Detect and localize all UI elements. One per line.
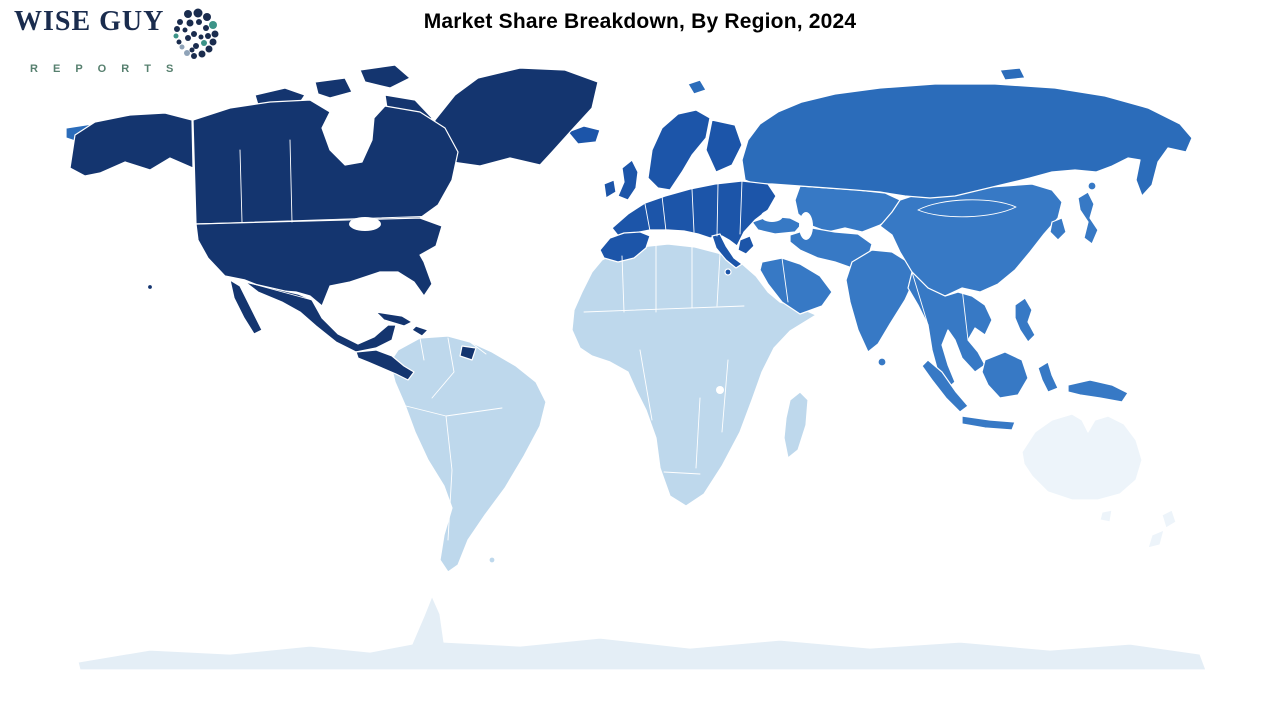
new-guinea-shape: [1067, 379, 1129, 403]
australia-shape: [1021, 413, 1143, 501]
java-shape: [961, 415, 1016, 431]
japan-shape: [1077, 191, 1099, 245]
sicily-shape: [724, 268, 732, 276]
region-north-america: [69, 64, 599, 381]
great-britain-shape: [617, 159, 639, 201]
lakes: [349, 210, 813, 394]
sri-lanka-shape: [877, 357, 887, 367]
alaska-shape: [69, 112, 194, 177]
south-america-shape: [389, 335, 547, 573]
canada-shape: [192, 99, 459, 225]
svalbard-shape: [687, 79, 707, 95]
hispaniola-shape: [411, 325, 429, 337]
finland-shape: [705, 119, 743, 173]
region-oceania: [1021, 413, 1177, 549]
new-zealand-south-shape: [1147, 529, 1165, 549]
southeast-asia-shape: [907, 271, 993, 389]
europe-mainland-shape: [611, 180, 777, 247]
logo-wordmark: WISE GUY: [14, 6, 165, 37]
central-america-shape: [355, 349, 415, 381]
philippines-shape: [1014, 297, 1036, 343]
madagascar-shape: [783, 391, 809, 459]
hawaii-shape: [146, 283, 154, 291]
logo-subtitle: R E P O R T S: [30, 63, 180, 75]
caspian-sea-shape: [799, 212, 813, 240]
italy-shape: [711, 233, 743, 269]
usa-shape: [195, 217, 443, 307]
region-south-america: [389, 335, 547, 573]
new-zealand-north-shape: [1161, 509, 1177, 529]
ireland-shape: [603, 179, 617, 199]
logo-head-dots-icon: [173, 8, 219, 59]
region-africa: [571, 243, 817, 507]
french-guiana-shape: [459, 345, 477, 361]
great-lakes-shape: [349, 217, 381, 231]
mexico-shape: [244, 281, 397, 353]
baja-shape: [229, 279, 263, 335]
ellesmere-shape: [359, 64, 411, 89]
india-shape: [845, 249, 916, 353]
lake-victoria-shape: [716, 386, 724, 394]
logo: WISE GUY R E P O R T S: [14, 8, 220, 75]
black-sea-shape: [761, 210, 783, 222]
new-siberian-islands-shape: [999, 67, 1026, 81]
antarctica-shape: [77, 595, 1207, 671]
region-europe: [567, 109, 777, 276]
country-borders: [192, 121, 1017, 541]
hokkaido-shape: [1087, 181, 1097, 191]
africa-shape: [571, 243, 817, 507]
region-asia: [751, 181, 1129, 431]
korea-shape: [1049, 217, 1067, 241]
tasmania-shape: [1099, 509, 1113, 523]
sulawesi-shape: [1037, 361, 1059, 393]
chart-title: Market Share Breakdown, By Region, 2024: [423, 10, 857, 33]
scandinavia-shape: [647, 109, 711, 191]
cuba-shape: [375, 311, 413, 327]
region-antarctica: [77, 595, 1207, 671]
region-russia: [65, 67, 1193, 199]
borneo-shape: [981, 351, 1029, 399]
iberia-shape: [599, 231, 651, 263]
sumatra-shape: [921, 359, 969, 413]
falklands-shape: [488, 556, 496, 564]
greece-shape: [737, 235, 755, 255]
russia-shape: [741, 83, 1193, 199]
iceland-shape: [567, 125, 601, 145]
logo-row: WISE GUY: [14, 8, 220, 60]
arabian-peninsula-shape: [759, 257, 833, 315]
greenland-shape: [424, 67, 599, 167]
arctic-island-2-shape: [314, 77, 353, 99]
